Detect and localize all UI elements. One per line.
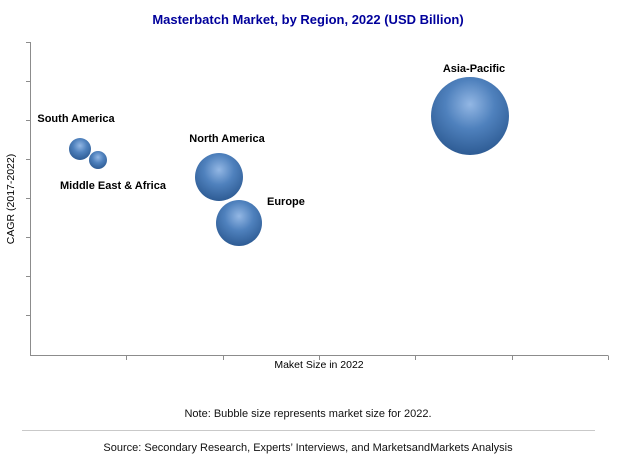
bubble-label-europe: Europe xyxy=(267,196,305,208)
bubble-label-north-america: North America xyxy=(189,133,265,145)
bubble-asia-pacific xyxy=(431,77,509,155)
chart-title: Masterbatch Market, by Region, 2022 (USD… xyxy=(152,12,463,27)
source-text: Source: Secondary Research, Experts’ Int… xyxy=(103,442,513,454)
bubble-label-south-america: South America xyxy=(37,113,115,125)
bubble-south-america xyxy=(69,138,91,160)
x-axis-label: Maket Size in 2022 xyxy=(274,359,363,371)
bubble-layer: South America Middle East & Africa North A… xyxy=(37,63,509,246)
y-axis-label: CAGR (2017-2022) xyxy=(5,154,17,244)
bubble-europe xyxy=(216,200,262,246)
bubble-middle-east-africa xyxy=(89,151,107,169)
axis-ticks xyxy=(26,42,609,360)
bubble-label-asia-pacific: Asia-Pacific xyxy=(443,63,505,75)
bubble-north-america xyxy=(195,153,243,201)
note-text: Note: Bubble size represents market size… xyxy=(184,408,431,420)
bubble-label-middle-east-africa: Middle East & Africa xyxy=(60,180,167,192)
